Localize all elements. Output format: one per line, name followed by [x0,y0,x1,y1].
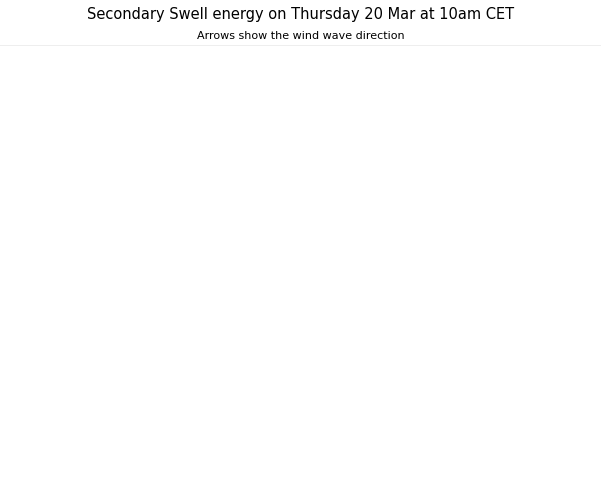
Text: Secondary Swell energy on Thursday 20 Mar at 10am CET: Secondary Swell energy on Thursday 20 Ma… [87,8,514,22]
Text: Arrows show the wind wave direction: Arrows show the wind wave direction [197,31,404,41]
